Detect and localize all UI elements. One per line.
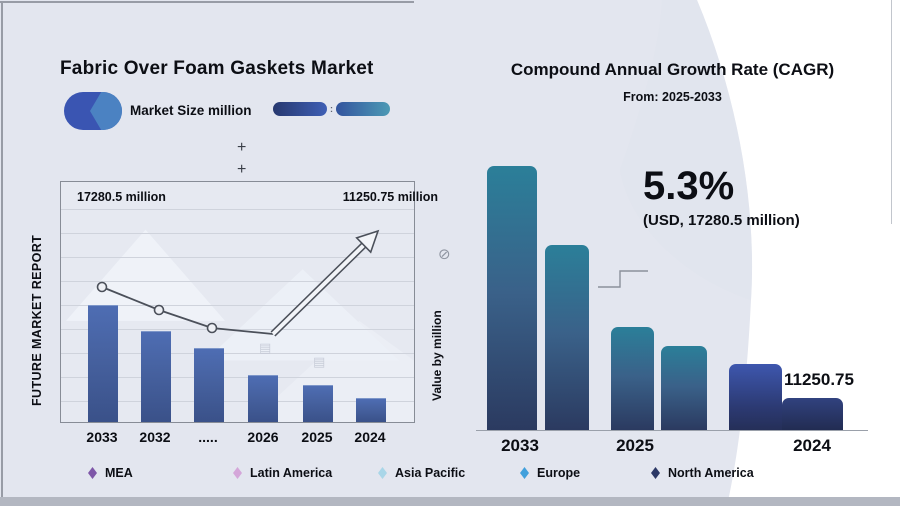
bar-2025-1 xyxy=(611,327,654,430)
diamond-icon xyxy=(651,467,660,479)
cagr-subtitle: From: 2025-2033 xyxy=(623,90,722,104)
brand-watermark-label: FUTURE MARKET REPORT xyxy=(30,234,44,406)
pill-separator: : xyxy=(330,103,333,114)
x-label-2024: 2024 xyxy=(354,429,386,445)
cagr-detail: (USD, 17280.5 million) xyxy=(643,212,800,229)
pill-icon-teal xyxy=(336,101,390,116)
bar-2033-2 xyxy=(545,245,589,430)
gridline xyxy=(61,281,414,282)
bar-2024 xyxy=(356,398,386,422)
x-axis-labels: 2033 2032..... 2026 2025 2024 xyxy=(60,429,415,449)
plus-icon: + xyxy=(237,139,247,156)
value-label-2024: 11250.75 xyxy=(784,370,854,389)
bar-2025 xyxy=(303,385,333,422)
pill-icon-dark xyxy=(273,101,327,116)
gridline xyxy=(61,377,414,378)
legend-label: Europe xyxy=(537,466,581,480)
legend-item-latin-america: Latin America xyxy=(233,466,332,480)
diamond-icon xyxy=(233,467,242,479)
x-label-2033: 2033 xyxy=(86,429,118,445)
slash-circle-icon: ⊘ xyxy=(438,246,451,263)
cagr-bar-chart: 2033 2025 2024 11250.75 xyxy=(470,150,882,455)
bar-2026 xyxy=(248,375,278,422)
clipboard-watermark-icon: ▤ xyxy=(313,354,326,369)
diamond-icon xyxy=(378,467,387,479)
gridline xyxy=(61,233,414,234)
x-label-2026: 2026 xyxy=(247,429,279,445)
market-size-chart: 17280.5 million 11250.75 million ▤ ▤ xyxy=(60,181,438,423)
bar-2033 xyxy=(88,305,118,422)
bar-2032 xyxy=(141,331,171,422)
gridline xyxy=(61,353,414,354)
frame-top-line xyxy=(0,1,414,3)
gridline xyxy=(61,209,414,210)
market-size-label: Market Size million xyxy=(130,103,252,118)
bar-2025-2 xyxy=(661,346,707,430)
bottom-strip xyxy=(0,497,900,506)
annotation-2033-value: 17280.5 million xyxy=(77,190,166,204)
gridline xyxy=(61,401,414,402)
legend-item-north-america: North America xyxy=(651,466,754,480)
cagr-title: Compound Annual Growth Rate (CAGR) xyxy=(510,60,835,79)
legend-label: Asia Pacific xyxy=(395,466,466,480)
cylinder-cap-icon xyxy=(90,92,122,130)
legend-label: North America xyxy=(668,466,754,480)
bar-2024-1 xyxy=(729,364,782,430)
bar-2033-1 xyxy=(487,166,537,430)
annotation-2024-value: 11250.75 million xyxy=(342,190,438,204)
x-label-2032: 2032 xyxy=(139,429,171,445)
gridline xyxy=(61,257,414,258)
legend-item-europe: Europe xyxy=(520,466,580,480)
bar-2024-2 xyxy=(782,398,843,430)
cagr-value: 5.3% xyxy=(643,164,735,208)
x-label-.....: ..... xyxy=(198,429,218,445)
y-axis-label: Value by million xyxy=(430,310,444,402)
x-label-2033: 2033 xyxy=(501,436,539,455)
bar-..... xyxy=(194,348,224,422)
region-legend: MEA Latin America Asia Pacific Europe North … xyxy=(0,466,900,486)
frame-left-line xyxy=(1,1,3,504)
right-edge-line xyxy=(891,0,892,224)
legend-label: Latin America xyxy=(250,466,333,480)
x-label-2025: 2025 xyxy=(301,429,333,445)
plus-icon: + xyxy=(237,161,247,178)
diamond-icon xyxy=(520,467,529,479)
market-size-row: Market Size million xyxy=(64,92,404,134)
gradient-pill-icons: : xyxy=(273,101,390,116)
x-label-2024: 2024 xyxy=(793,436,831,455)
legend-item-asia-pacific: Asia Pacific xyxy=(378,466,465,480)
x-axis-line xyxy=(476,430,868,431)
x-label-2025: 2025 xyxy=(616,436,654,455)
diamond-icon xyxy=(88,467,97,479)
legend-label: MEA xyxy=(105,466,133,480)
cylinder-icon xyxy=(64,92,122,130)
page-title: Fabric Over Foam Gaskets Market xyxy=(60,58,374,79)
clipboard-watermark-icon: ▤ xyxy=(259,340,272,355)
legend-item-mea: MEA xyxy=(88,466,133,480)
